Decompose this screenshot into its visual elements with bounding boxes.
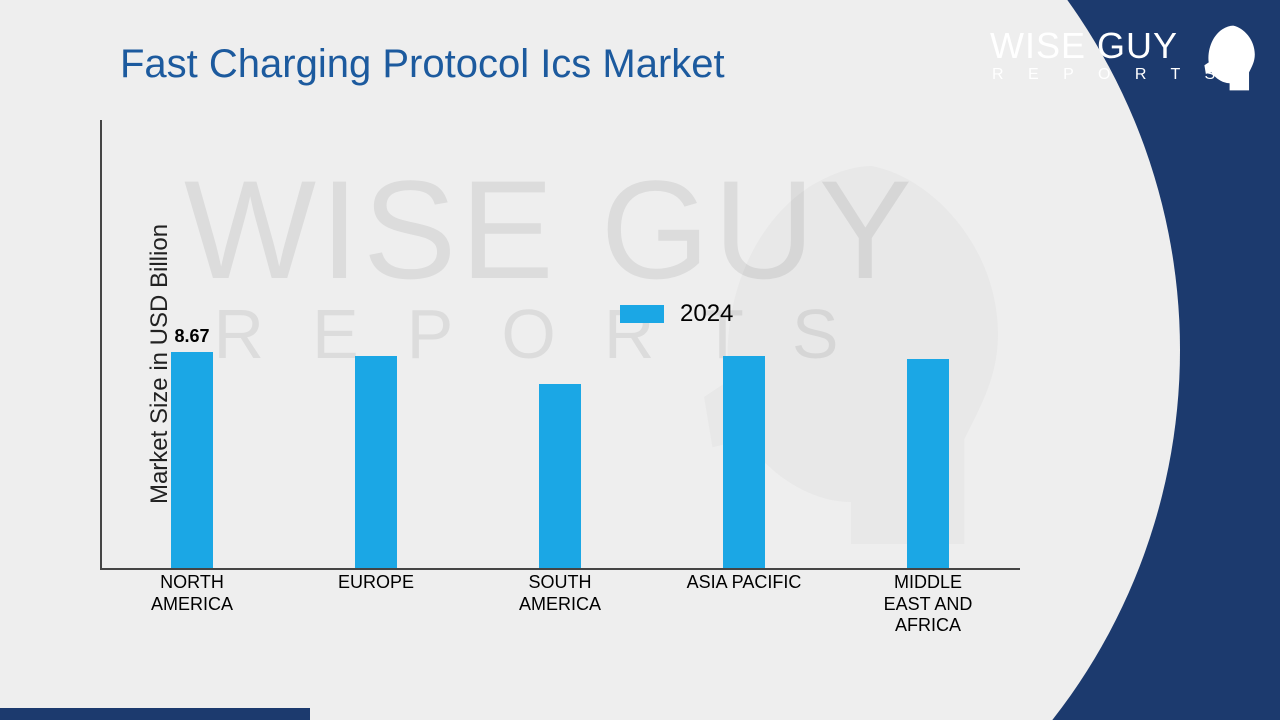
bar — [539, 384, 581, 568]
footer-accent-bar — [0, 708, 310, 720]
legend-label: 2024 — [680, 300, 733, 328]
x-category-label: SOUTH AMERICA — [500, 572, 620, 637]
legend-swatch — [620, 305, 664, 323]
brand-head-icon — [1190, 18, 1262, 98]
bar-wrap — [868, 333, 988, 568]
bars-container: 8.67 — [100, 120, 1020, 568]
bar — [171, 352, 213, 568]
bar-wrap — [684, 330, 804, 568]
bar-value-label: 8.67 — [174, 326, 209, 348]
x-axis-line — [100, 568, 1020, 570]
bar — [355, 356, 397, 568]
bar — [723, 356, 765, 568]
bar-wrap — [316, 330, 436, 568]
bar-wrap: 8.67 — [132, 326, 252, 568]
chart-area: 8.67 — [100, 120, 1020, 570]
bar-wrap — [500, 358, 620, 568]
x-category-label: ASIA PACIFIC — [684, 572, 804, 637]
chart-stage: WISE GUY REPORTS WISE GUY R E P O R T S … — [0, 0, 1280, 720]
x-categories: NORTH AMERICA EUROPE SOUTH AMERICA ASIA PAC… — [100, 572, 1020, 637]
x-category-label: EUROPE — [316, 572, 436, 637]
x-category-label: NORTH AMERICA — [132, 572, 252, 637]
bar — [907, 359, 949, 568]
x-category-label: MIDDLE EAST AND AFRICA — [868, 572, 988, 637]
chart-title: Fast Charging Protocol Ics Market — [120, 42, 725, 87]
legend: 2024 — [620, 300, 733, 328]
